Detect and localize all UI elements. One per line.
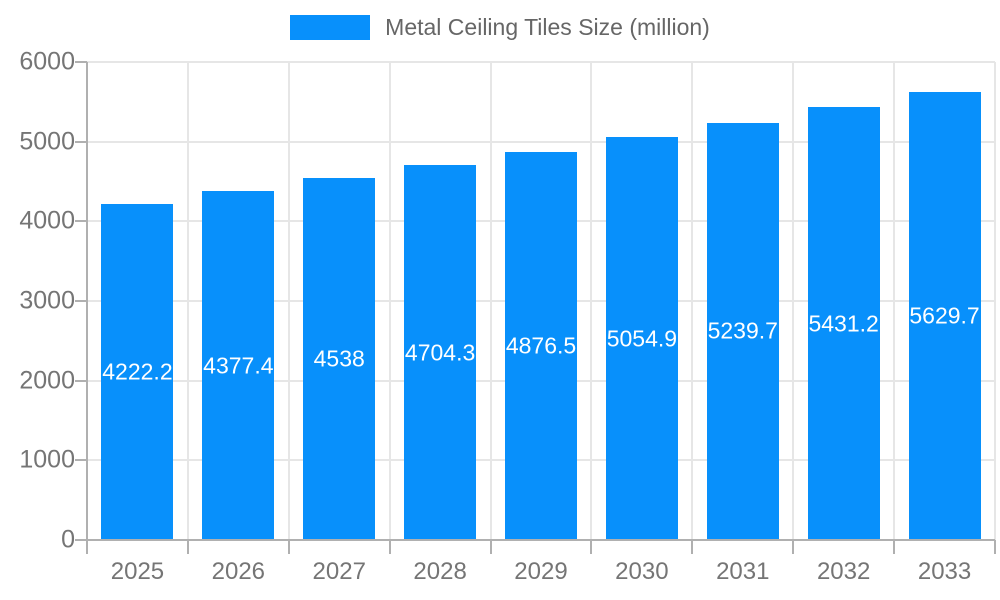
x-tick-label: 2026 [211, 558, 266, 585]
bar-2033[interactable] [908, 91, 981, 540]
v-gridline [792, 62, 795, 540]
y-tick-mark [75, 140, 87, 143]
bar-2031[interactable] [706, 122, 779, 540]
y-axis-line [86, 62, 88, 540]
x-tick-mark [893, 540, 896, 554]
y-tick-label: 0 [61, 525, 75, 554]
y-tick-label: 4000 [19, 206, 75, 235]
y-tick-label: 1000 [19, 445, 75, 474]
h-gridline [87, 140, 995, 143]
x-tick-mark [994, 540, 996, 554]
x-tick-label: 2029 [514, 558, 568, 585]
x-tick-mark [691, 540, 694, 554]
x-tick-label: 2031 [716, 558, 770, 585]
y-tick-label: 3000 [19, 286, 75, 315]
v-gridline [590, 62, 593, 540]
y-tick-mark [75, 459, 87, 462]
bar-2026[interactable] [202, 191, 275, 540]
x-tick-mark [86, 540, 88, 554]
legend-swatch-icon [290, 15, 371, 40]
x-tick-mark [388, 540, 391, 554]
v-gridline [287, 62, 290, 540]
bar-value-label: 4222.2 [102, 358, 173, 385]
bar-2028[interactable] [404, 165, 477, 540]
bar-value-label: 5054.9 [606, 325, 678, 352]
y-tick-mark [75, 61, 87, 63]
x-tick-label: 2027 [312, 558, 366, 585]
bar-value-label: 5629.7 [909, 302, 980, 329]
x-tick-label: 2033 [917, 558, 972, 585]
bar-value-label: 4876.5 [505, 332, 577, 359]
plot-area: 4222.2 4377.4 4538 4704.3 4876.5 5054.9 5239.7… [87, 61, 996, 540]
legend-item[interactable]: Metal Ceiling Tiles Size (million) [290, 14, 710, 41]
x-tick-label: 2025 [110, 558, 165, 585]
bar-value-label: 4377.4 [203, 352, 274, 379]
v-gridline [691, 62, 694, 540]
y-tick-label: 5000 [19, 127, 75, 156]
y-tick-label: 6000 [19, 47, 75, 76]
bar-2032[interactable] [807, 107, 880, 540]
bar-2027[interactable] [303, 178, 376, 540]
v-gridline [388, 62, 391, 540]
x-tick-mark [186, 540, 189, 554]
y-tick-mark [75, 379, 87, 382]
bar-value-label: 5239.7 [707, 317, 778, 344]
bar-2029[interactable] [505, 151, 577, 540]
bar-value-label: 5431.2 [808, 310, 879, 337]
x-tick-label: 2030 [615, 558, 669, 585]
x-tick-label: 2028 [413, 558, 467, 585]
x-tick-label: 2032 [816, 558, 871, 585]
h-gridline [87, 61, 995, 63]
v-gridline [186, 62, 189, 540]
v-gridline [994, 62, 996, 540]
x-tick-mark [792, 540, 795, 554]
y-tick-mark [75, 300, 87, 302]
y-tick-mark [75, 539, 87, 541]
v-gridline [893, 62, 896, 540]
bar-value-label: 4538 [313, 345, 365, 372]
x-tick-mark [287, 540, 290, 554]
bar-2030[interactable] [605, 137, 678, 540]
y-tick-mark [75, 220, 87, 223]
y-tick-label: 2000 [19, 366, 75, 395]
chart-legend: Metal Ceiling Tiles Size (million) [0, 14, 1000, 41]
x-tick-mark [590, 540, 593, 554]
x-tick-mark [489, 540, 492, 554]
bar-value-label: 4704.3 [404, 339, 476, 366]
v-gridline [489, 62, 492, 540]
bar-2025[interactable] [101, 203, 174, 540]
x-axis-line [87, 539, 995, 541]
legend-label: Metal Ceiling Tiles Size (million) [385, 14, 710, 40]
